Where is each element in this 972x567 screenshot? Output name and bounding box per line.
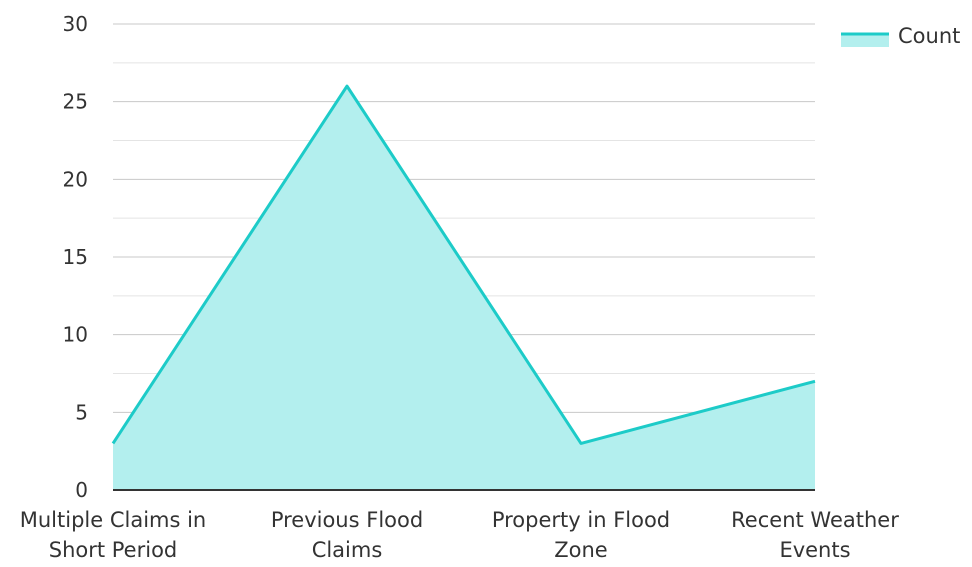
legend[interactable]: Count	[841, 24, 960, 48]
series-line-count	[111, 84, 816, 445]
series-area-count	[113, 86, 815, 490]
y-tick-label: 25	[63, 90, 88, 114]
y-tick-label: 30	[63, 12, 88, 36]
x-category-label: Recent Weather Events	[731, 508, 899, 562]
y-tick-label: 10	[63, 323, 88, 347]
x-category-label: Property in Flood Zone	[492, 508, 670, 562]
legend-label-count[interactable]: Count	[898, 24, 960, 48]
legend-swatch-fill[interactable]	[841, 34, 889, 47]
x-category-label: Multiple Claims in Short Period	[20, 508, 207, 562]
y-axis-tick-labels: 0 5 10 15 20 25 30	[63, 12, 88, 502]
y-tick-label: 0	[75, 478, 88, 502]
x-axis-category-labels: Multiple Claims in Short Period Previous F…	[20, 508, 899, 562]
y-tick-label: 15	[63, 245, 88, 269]
y-tick-label: 5	[75, 400, 88, 424]
series-area-layer	[111, 84, 816, 490]
y-tick-label: 20	[63, 167, 88, 191]
x-category-label: Previous Flood Claims	[271, 508, 423, 562]
